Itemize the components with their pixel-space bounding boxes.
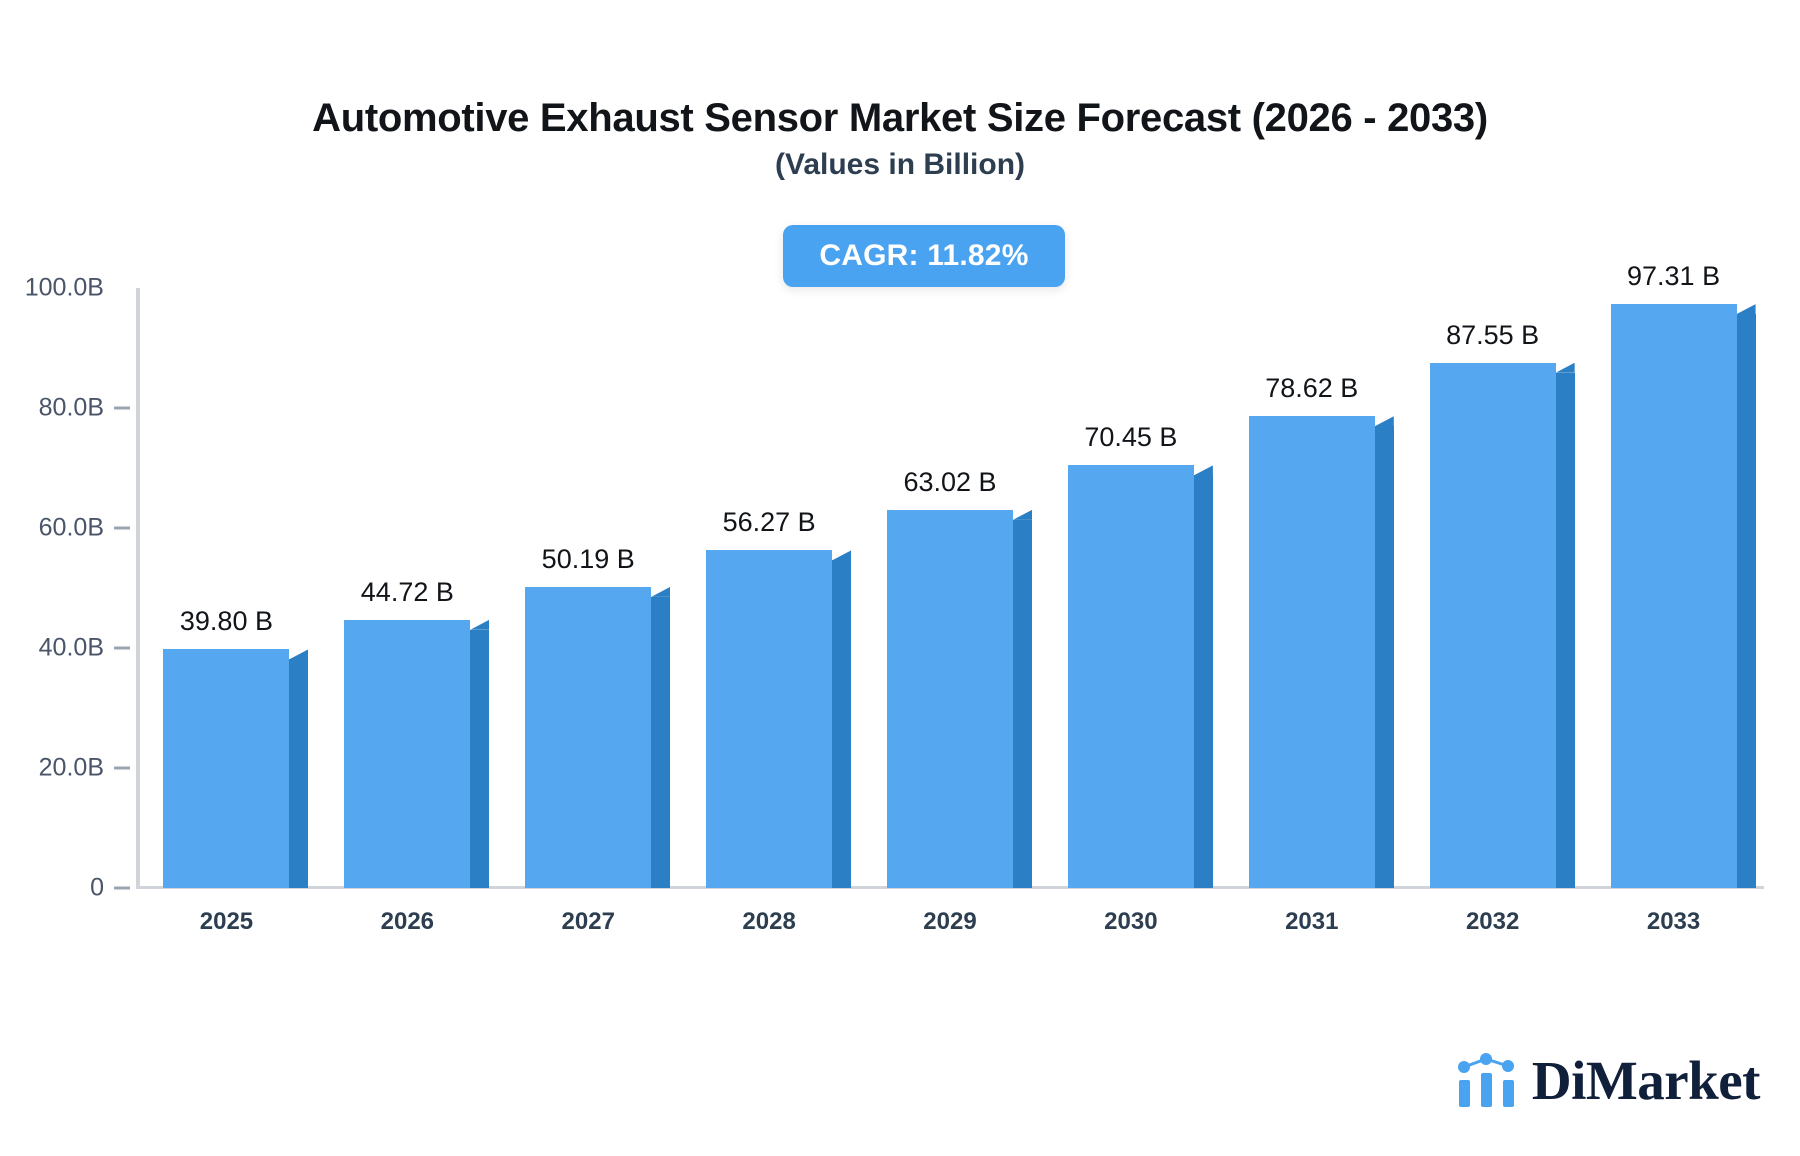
x-axis-tick-label: 2032	[1465, 908, 1520, 935]
bar-front-face	[1610, 304, 1737, 888]
bar-value-label: 56.27 B	[722, 507, 816, 538]
y-axis-tick-label: 20.0B	[38, 753, 104, 782]
y-axis-tick-mark	[114, 646, 130, 650]
bar-front-face	[1429, 362, 1556, 888]
cagr-badge: CAGR: 11.82%	[783, 225, 1065, 287]
bar-value-label: 50.19 B	[541, 543, 635, 574]
bar-top-face	[651, 586, 671, 597]
bar-top-face	[289, 649, 309, 660]
bar-side-face	[1555, 372, 1575, 888]
bar-side-face	[1193, 475, 1213, 888]
plot-area: 39.80 B 44.72 B 50.19 B 56.27 B 63.02 B 70.45…	[136, 261, 1764, 888]
bar-side-face	[470, 629, 490, 888]
chart-title: Automotive Exhaust Sensor Market Size Fo…	[312, 96, 1488, 140]
x-axis-tick-label: 2025	[199, 908, 254, 935]
bar-top-face	[1555, 362, 1575, 373]
x-axis-tick-label: 2031	[1285, 908, 1339, 935]
bar: 70.45 B	[1067, 422, 1213, 888]
bar-top-face	[1374, 416, 1394, 427]
bar-side-face	[832, 560, 852, 888]
bar-front-face	[163, 649, 290, 888]
y-axis-tick-label: 80.0B	[38, 393, 104, 422]
bar-side-face	[651, 596, 671, 888]
bar-front-face	[525, 586, 652, 888]
bar: 44.72 B	[344, 577, 490, 888]
x-axis-tick-label: 2033	[1646, 908, 1701, 935]
bar: 39.80 B	[163, 606, 309, 888]
y-axis-tick-mark	[114, 526, 130, 530]
bar: 56.27 B	[706, 507, 852, 888]
y-axis-tick-mark	[114, 886, 130, 890]
bar-side-face	[289, 659, 309, 888]
x-axis-tick-label: 2026	[380, 908, 435, 935]
bar-front-face	[1248, 416, 1375, 888]
bar-value-label: 63.02 B	[903, 466, 997, 497]
bar-side-face	[1374, 426, 1394, 888]
y-axis-line	[136, 288, 140, 888]
bar-top-face	[1736, 304, 1756, 315]
bar-top-face	[832, 550, 852, 561]
logo-text: DiMarket	[1531, 1050, 1761, 1111]
bar: 50.19 B	[525, 544, 671, 888]
bar: 63.02 B	[887, 467, 1032, 888]
bar-chart-logo-icon	[1457, 1052, 1514, 1107]
x-axis-tick-label: 2027	[561, 908, 615, 935]
chart-subtitle: (Values in Billion)	[774, 148, 1026, 181]
bar-value-label: 39.80 B	[179, 606, 273, 637]
y-axis-labels: 0 20.0B 40.0B 60.0B 80.0B 100.0B	[0, 0, 104, 1156]
bar-top-face	[1013, 509, 1032, 520]
x-axis-tick-label: 2028	[742, 908, 796, 935]
logo: DiMarket	[1456, 1049, 1761, 1112]
bar-value-label: 44.72 B	[360, 576, 454, 607]
y-axis-tick-label: 60.0B	[38, 513, 104, 542]
bar: 97.31 B	[1610, 261, 1756, 888]
y-axis-tick-label: 100.0B	[24, 273, 104, 302]
bar-front-face	[1067, 465, 1194, 888]
y-axis-tick-label: 40.0B	[38, 633, 104, 662]
y-axis-tick-mark	[114, 406, 130, 410]
x-axis-tick-label: 2029	[923, 908, 977, 935]
bar-value-label: 97.31 B	[1627, 261, 1721, 292]
y-axis-tick-mark	[114, 766, 130, 770]
bar-value-label: 87.55 B	[1446, 319, 1540, 350]
bar-value-label: 70.45 B	[1084, 422, 1178, 453]
bar-value-label: 78.62 B	[1265, 373, 1359, 404]
bar: 78.62 B	[1248, 373, 1394, 888]
y-axis-tick-label: 0	[90, 873, 104, 902]
bar-front-face	[887, 509, 1013, 888]
bar-front-face	[706, 550, 833, 888]
bar-top-face	[470, 619, 490, 630]
bar-side-face	[1736, 314, 1756, 888]
x-axis-tick-label: 2030	[1104, 908, 1158, 935]
bar-front-face	[344, 619, 471, 888]
bar: 87.55 B	[1429, 320, 1575, 888]
bar-top-face	[1193, 465, 1213, 476]
cagr-badge-label: CAGR: 11.82%	[819, 239, 1029, 272]
bar-side-face	[1013, 519, 1032, 888]
